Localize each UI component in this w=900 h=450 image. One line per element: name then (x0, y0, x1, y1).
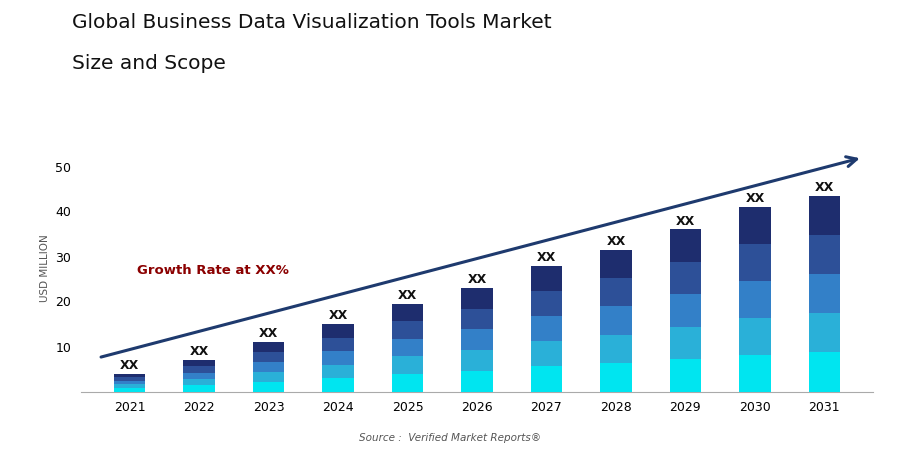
Bar (739, 281, 770, 318)
Text: XX: XX (467, 273, 487, 286)
Text: XX: XX (676, 215, 695, 228)
Bar (462, 329, 492, 350)
Text: XX: XX (120, 359, 140, 372)
Bar (392, 304, 423, 321)
Text: Size and Scope: Size and Scope (72, 54, 226, 73)
Text: Source :  Verified Market Reports®: Source : Verified Market Reports® (359, 433, 541, 443)
Text: XX: XX (607, 235, 625, 248)
Bar (114, 384, 145, 388)
Bar (253, 372, 284, 382)
Bar (184, 385, 215, 392)
Bar (670, 262, 701, 294)
Bar (531, 341, 562, 366)
Bar (322, 364, 354, 378)
Bar (670, 294, 701, 327)
Bar (670, 359, 701, 392)
Bar (462, 371, 492, 392)
Bar (600, 306, 632, 335)
Bar (531, 366, 562, 392)
Bar (670, 230, 701, 262)
Text: XX: XX (259, 327, 278, 340)
Bar (809, 274, 840, 313)
Bar (670, 327, 701, 359)
Bar (114, 374, 145, 377)
Bar (322, 351, 354, 364)
Bar (392, 321, 423, 339)
Bar (809, 352, 840, 392)
Bar (114, 377, 145, 381)
Bar (739, 318, 770, 355)
Bar (184, 379, 215, 385)
Text: Growth Rate at XX%: Growth Rate at XX% (137, 265, 289, 278)
Bar (392, 356, 423, 374)
Text: XX: XX (190, 345, 209, 358)
Text: XX: XX (398, 289, 418, 302)
Bar (739, 207, 770, 244)
Bar (114, 388, 145, 392)
Bar (322, 324, 354, 338)
Bar (531, 316, 562, 341)
Bar (253, 342, 284, 352)
Bar (809, 196, 840, 235)
Bar (184, 360, 215, 366)
Text: XX: XX (536, 251, 556, 264)
Bar (322, 338, 354, 351)
Text: XX: XX (745, 192, 764, 205)
Text: XX: XX (814, 181, 834, 194)
Y-axis label: USD MILLION: USD MILLION (40, 234, 50, 302)
Bar (253, 382, 284, 392)
Bar (253, 352, 284, 362)
Bar (322, 378, 354, 392)
Bar (600, 278, 632, 306)
Bar (600, 363, 632, 392)
Bar (462, 350, 492, 371)
Bar (600, 335, 632, 363)
Bar (392, 339, 423, 356)
Bar (114, 381, 145, 384)
Bar (600, 250, 632, 278)
Bar (462, 288, 492, 309)
Text: Global Business Data Visualization Tools Market: Global Business Data Visualization Tools… (72, 14, 552, 32)
Bar (462, 309, 492, 329)
Text: XX: XX (328, 309, 347, 322)
Bar (184, 373, 215, 379)
Bar (809, 235, 840, 274)
Bar (531, 266, 562, 291)
Bar (739, 355, 770, 392)
Bar (184, 366, 215, 373)
Bar (531, 291, 562, 316)
Bar (392, 374, 423, 392)
Bar (809, 313, 840, 352)
Bar (253, 362, 284, 372)
Bar (739, 244, 770, 281)
